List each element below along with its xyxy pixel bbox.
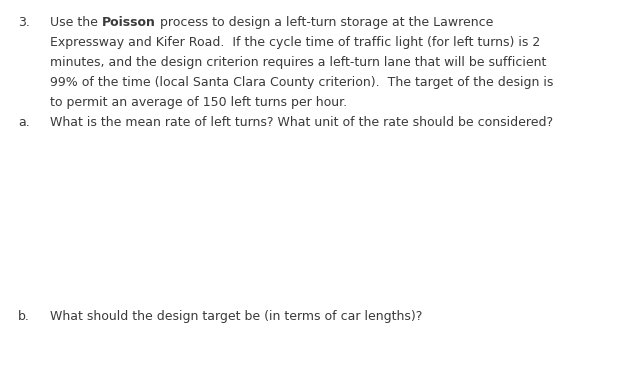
Text: Use the: Use the: [50, 16, 102, 29]
Text: What should the design target be (in terms of car lengths)?: What should the design target be (in ter…: [50, 310, 423, 323]
Text: minutes, and the design criterion requires a left-turn lane that will be suffici: minutes, and the design criterion requir…: [50, 56, 546, 69]
Text: What is the mean rate of left turns? What unit of the rate should be considered?: What is the mean rate of left turns? Wha…: [50, 116, 553, 129]
Text: process to design a left-turn storage at the Lawrence: process to design a left-turn storage at…: [156, 16, 493, 29]
Text: Poisson: Poisson: [102, 16, 156, 29]
Text: 3.: 3.: [18, 16, 30, 29]
Text: 99% of the time (local Santa Clara County criterion).  The target of the design : 99% of the time (local Santa Clara Count…: [50, 76, 553, 89]
Text: to permit an average of 150 left turns per hour.: to permit an average of 150 left turns p…: [50, 96, 347, 109]
Text: b.: b.: [18, 310, 30, 323]
Text: Expressway and Kifer Road.  If the cycle time of traffic light (for left turns) : Expressway and Kifer Road. If the cycle …: [50, 36, 540, 49]
Text: a.: a.: [18, 116, 30, 129]
